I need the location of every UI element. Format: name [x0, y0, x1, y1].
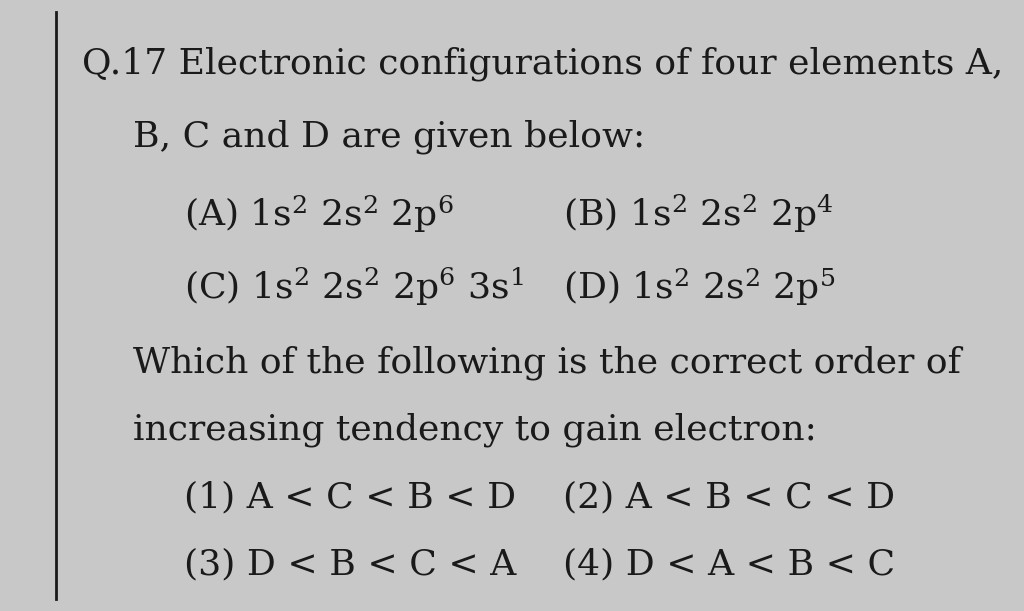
Text: (2) A < B < C < D: (2) A < B < C < D	[563, 480, 895, 514]
Text: Which of the following is the correct order of: Which of the following is the correct or…	[133, 346, 962, 380]
Text: Q.17 Electronic configurations of four elements A,: Q.17 Electronic configurations of four e…	[82, 46, 1004, 81]
Text: (3) D < B < C < A: (3) D < B < C < A	[184, 547, 516, 581]
Text: (B) $\mathregular{1s^2\ 2s^2\ 2p^4}$: (B) $\mathregular{1s^2\ 2s^2\ 2p^4}$	[563, 192, 834, 235]
Text: B, C and D are given below:: B, C and D are given below:	[133, 120, 645, 154]
Text: increasing tendency to gain electron:: increasing tendency to gain electron:	[133, 413, 817, 447]
Text: (1) A < C < B < D: (1) A < C < B < D	[184, 480, 516, 514]
Text: (4) D < A < B < C: (4) D < A < B < C	[563, 547, 895, 581]
Text: (C) $\mathregular{1s^2\ 2s^2\ 2p^6\ 3s^1}$: (C) $\mathregular{1s^2\ 2s^2\ 2p^6\ 3s^1…	[184, 266, 524, 309]
Text: (D) $\mathregular{1s^2\ 2s^2\ 2p^5}$: (D) $\mathregular{1s^2\ 2s^2\ 2p^5}$	[563, 266, 836, 309]
Text: (A) $\mathregular{1s^2\ 2s^2\ 2p^6}$: (A) $\mathregular{1s^2\ 2s^2\ 2p^6}$	[184, 193, 455, 235]
